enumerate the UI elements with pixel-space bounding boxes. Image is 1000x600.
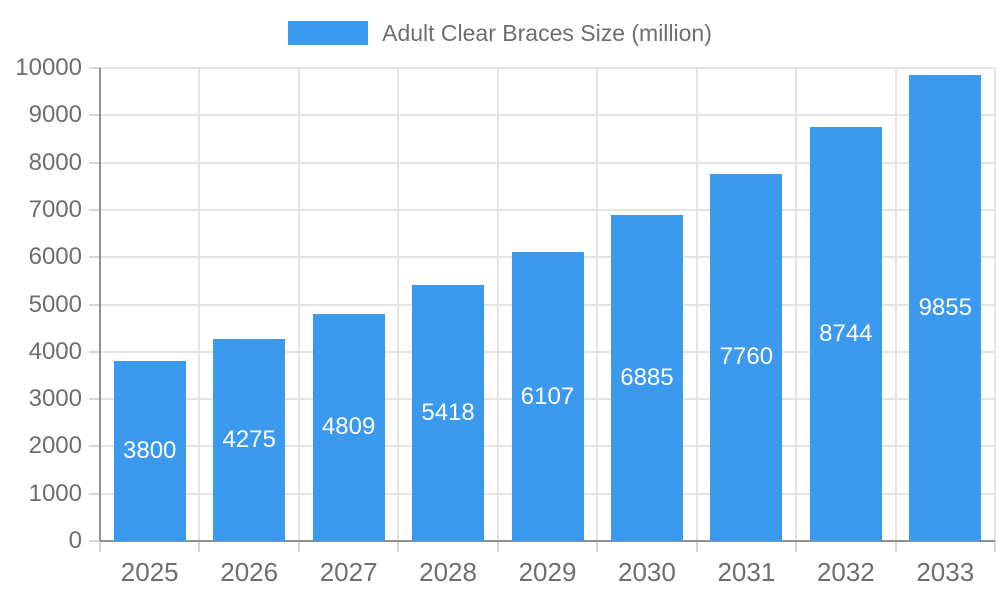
x-axis-tick — [198, 541, 201, 552]
bar[interactable]: 8744 — [809, 127, 882, 541]
legend-label: Adult Clear Braces Size (million) — [382, 19, 712, 46]
y-tick-label: 8000 — [28, 148, 82, 176]
x-tick-label: 2028 — [419, 557, 477, 587]
gridline-vertical — [397, 68, 400, 541]
y-axis-tick — [89, 303, 100, 306]
gridline-vertical — [695, 68, 698, 541]
x-axis-tick — [297, 541, 300, 552]
x-axis-tick — [596, 541, 599, 552]
gridline-horizontal — [100, 67, 995, 69]
bar[interactable]: 7760 — [710, 173, 783, 541]
gridline-vertical — [496, 68, 499, 541]
y-axis-tick — [89, 350, 100, 353]
y-axis-tick — [89, 114, 100, 117]
bar-value-label: 3800 — [123, 437, 177, 465]
x-tick-label: 2033 — [916, 557, 975, 587]
legend-swatch-icon — [288, 21, 369, 45]
y-axis-tick — [89, 208, 100, 211]
x-axis-line — [100, 540, 995, 542]
gridline-vertical — [795, 68, 798, 541]
bar-value-label: 6885 — [620, 364, 674, 392]
y-axis-tick — [89, 256, 100, 259]
y-tick-label: 2000 — [28, 432, 82, 460]
bar-value-label: 5418 — [421, 398, 475, 426]
x-axis-tick — [99, 541, 101, 552]
chart-legend[interactable]: Adult Clear Braces Size (million) — [0, 18, 1000, 48]
y-tick-label: 5000 — [28, 290, 82, 318]
bar-value-label: 4809 — [321, 413, 376, 441]
gridline-vertical — [994, 68, 996, 541]
bar-value-label: 8744 — [819, 320, 873, 348]
bar[interactable]: 3800 — [113, 361, 186, 541]
y-axis-line — [99, 68, 101, 541]
x-tick-label: 2029 — [518, 557, 577, 587]
bar-value-label: 7760 — [719, 343, 774, 371]
y-tick-label: 7000 — [28, 195, 82, 223]
x-tick-label: 2027 — [319, 557, 378, 587]
gridline-horizontal — [100, 114, 995, 117]
y-axis-tick — [89, 445, 100, 448]
gridline-vertical — [297, 68, 300, 541]
x-axis-tick — [397, 541, 400, 552]
y-tick-label: 9000 — [28, 101, 82, 129]
y-axis-tick — [89, 398, 100, 401]
gridline-vertical — [596, 68, 599, 541]
x-tick-label: 2032 — [816, 557, 875, 587]
x-tick-label: 2026 — [220, 557, 279, 587]
x-axis-tick — [695, 541, 698, 552]
y-tick-label: 4000 — [28, 337, 82, 365]
gridline-vertical — [198, 68, 201, 541]
gridline-vertical — [894, 68, 897, 541]
gridline-horizontal — [100, 161, 995, 164]
bar[interactable]: 5418 — [412, 284, 485, 541]
x-axis-tick — [795, 541, 798, 552]
x-axis-tick — [496, 541, 499, 552]
bar[interactable]: 6885 — [610, 215, 683, 541]
x-tick-label: 2030 — [618, 557, 676, 587]
x-tick-label: 2025 — [120, 557, 179, 587]
gridline-horizontal — [100, 208, 995, 211]
y-tick-label: 1000 — [28, 479, 82, 507]
bar-value-label: 6107 — [520, 382, 575, 410]
y-axis-tick — [89, 161, 100, 164]
bar-value-label: 4275 — [222, 425, 276, 453]
bar[interactable]: 4809 — [312, 313, 385, 541]
y-tick-label: 6000 — [28, 243, 82, 271]
y-axis-tick — [89, 67, 100, 69]
bar[interactable]: 4275 — [213, 338, 286, 541]
y-tick-label: 0 — [68, 527, 82, 554]
bar[interactable]: 6107 — [511, 252, 584, 541]
y-axis-tick — [89, 492, 100, 495]
y-tick-label: 3000 — [28, 385, 82, 413]
y-tick-label: 10000 — [15, 54, 82, 81]
x-axis-tick — [894, 541, 897, 552]
bar[interactable]: 9855 — [909, 74, 982, 541]
bar-value-label: 9855 — [918, 293, 972, 321]
x-tick-label: 2031 — [717, 557, 776, 587]
y-axis-tick — [89, 540, 100, 542]
x-axis-tick — [994, 541, 996, 552]
